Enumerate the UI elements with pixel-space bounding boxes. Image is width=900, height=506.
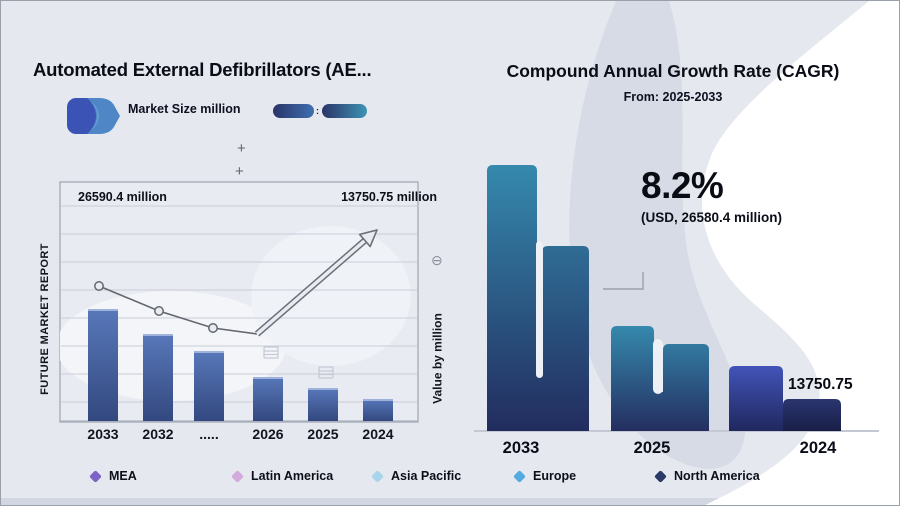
legend-label: MEA [109, 469, 137, 483]
growth-arrow-head [358, 229, 378, 248]
corner-bracket [603, 272, 644, 290]
x-axis-label: 2026 [252, 426, 283, 442]
legend-diamond-icon [89, 469, 102, 483]
left-chart-title: Automated External Defibrillators (AE... [33, 59, 372, 80]
y-axis-title: Value by million [430, 313, 445, 404]
ratio-separator: : [316, 106, 319, 116]
bar-top-highlight [253, 377, 283, 379]
plus-mark-icon: + [237, 140, 246, 157]
market-size-bar [253, 377, 283, 421]
bar-gap [653, 339, 663, 394]
legend-label: Latin America [251, 469, 334, 483]
market-size-bar [308, 388, 338, 421]
cagr-bar [729, 366, 783, 431]
market-size-bar [143, 334, 173, 421]
market-size-bar [88, 309, 118, 421]
legend-diamond-icon [371, 469, 384, 483]
future-market-report-watermark: FUTURE MARKET REPORT [39, 243, 51, 395]
x-axis-label: ..... [199, 426, 218, 442]
bar-top-highlight [194, 351, 224, 353]
legend-item: North America [654, 467, 760, 485]
market-size-label: Market Size million [128, 102, 241, 116]
market-size-bar [363, 399, 393, 421]
legend-diamond-icon [513, 469, 526, 483]
x-axis-label: 2032 [142, 426, 173, 442]
legend-diamond-icon [654, 469, 667, 483]
x-axis-label: 2033 [87, 426, 118, 442]
legend-label: North America [674, 469, 760, 483]
ratio-pill-left [273, 104, 314, 118]
plus-mark-icon: + [235, 163, 244, 180]
cagr-bar [542, 246, 589, 431]
legend-item: Asia Pacific [371, 467, 462, 485]
trend-marker [154, 306, 164, 316]
x-axis-label: 2024 [362, 426, 393, 442]
minus-circle-icon: ⊖ [431, 252, 443, 268]
x-axis-label: 2025 [307, 426, 338, 442]
bar-top-highlight [308, 388, 338, 390]
legend-label: Europe [533, 469, 577, 483]
brand-logo-icon [67, 98, 120, 134]
annotation-start-value: 26590.4 million [78, 190, 167, 204]
bar-gap [536, 241, 543, 378]
x-axis-label: 2024 [800, 439, 838, 457]
cagr-headline: 8.2% [641, 165, 724, 206]
watermark-table-icon [318, 366, 334, 379]
legend-item: Latin America [231, 467, 334, 485]
bar-top-highlight [143, 334, 173, 336]
legend-item: MEA [89, 467, 137, 485]
market-size-bar [194, 351, 224, 421]
cagr-bar [487, 165, 537, 431]
bar-top-highlight [363, 399, 393, 401]
legend-label: Asia Pacific [391, 469, 462, 483]
trend-line [98, 285, 258, 335]
watermark-table-icon [263, 346, 279, 359]
end-value-label: 13750.75 [788, 376, 853, 393]
x-axis-label: 2025 [634, 439, 671, 457]
annotation-end-value: 13750.75 million [341, 190, 437, 204]
cagr-basis: (USD, 26580.4 million) [641, 210, 783, 225]
trend-marker [94, 281, 104, 291]
x-axis-label: 2033 [503, 439, 540, 457]
legend: MEA Latin America Asia Pacific Europe North … [1, 467, 899, 487]
cagr-bar [611, 326, 654, 431]
cagr-bar [783, 399, 841, 431]
cagr-bar [663, 344, 709, 431]
bar-top-highlight [88, 309, 118, 311]
right-chart-title: Compound Annual Growth Rate (CAGR) [506, 61, 840, 81]
right-chart-subtitle: From: 2025-2033 [623, 90, 723, 104]
legend-diamond-icon [231, 469, 244, 483]
ratio-pill-right [322, 104, 367, 118]
trend-marker [208, 323, 218, 333]
legend-item: Europe [513, 467, 577, 485]
